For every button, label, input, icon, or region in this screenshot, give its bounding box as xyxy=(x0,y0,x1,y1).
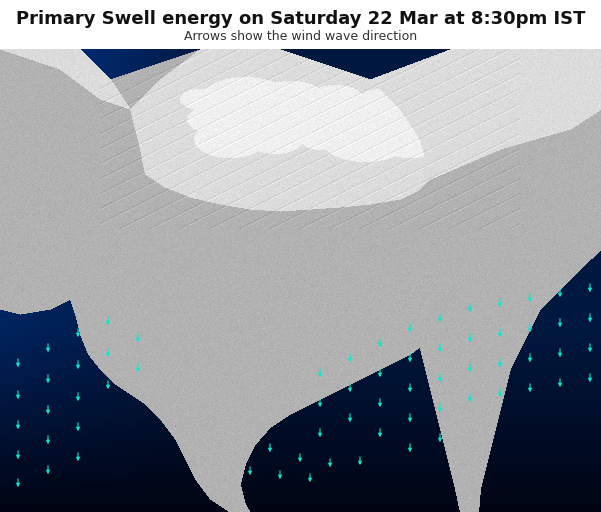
Bar xyxy=(0,0,601,49)
Text: Primary Swell energy on Saturday 22 Mar at 8:30pm IST: Primary Swell energy on Saturday 22 Mar … xyxy=(16,10,585,28)
Text: Arrows show the wind wave direction: Arrows show the wind wave direction xyxy=(184,30,417,43)
